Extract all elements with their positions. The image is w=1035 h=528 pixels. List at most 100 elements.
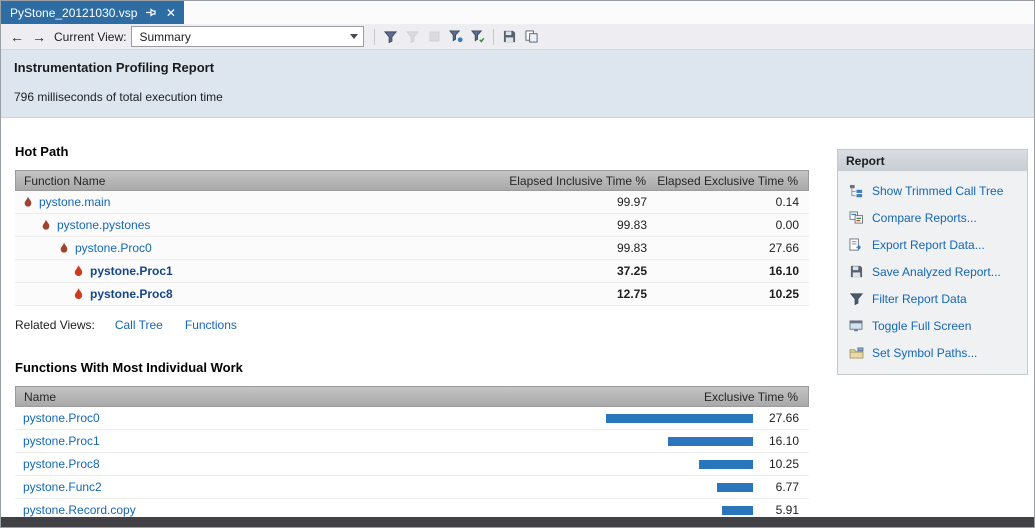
save-icon bbox=[503, 30, 516, 43]
bottom-bar bbox=[1, 517, 1034, 527]
exclusive-value: 0.00 bbox=[775, 218, 799, 232]
export-report-data-link[interactable]: Export Report Data... bbox=[838, 231, 1027, 258]
col-inclusive-time[interactable]: Elapsed Inclusive Time % bbox=[509, 173, 646, 188]
related-link-call-tree[interactable]: Call Tree bbox=[114, 318, 163, 332]
col-exclusive-time[interactable]: Exclusive Time % bbox=[703, 389, 798, 404]
tab-title: PyStone_20121030.vsp bbox=[10, 5, 138, 20]
inclusive-value: 99.83 bbox=[616, 218, 647, 232]
function-link[interactable]: pystone.Proc0 bbox=[75, 241, 152, 255]
table-row: pystone.Proc8 10.25 bbox=[15, 453, 809, 476]
function-link[interactable]: pystone.Func2 bbox=[23, 480, 102, 494]
col-exclusive-time[interactable]: Elapsed Exclusive Time % bbox=[657, 173, 798, 188]
report-panel: Report Show Trimmed Call Tree Compare Re… bbox=[837, 149, 1028, 375]
menu-item-label: Compare Reports... bbox=[872, 210, 977, 225]
flame-icon bbox=[23, 196, 33, 209]
exclusive-value: 0.14 bbox=[775, 195, 799, 209]
exclusive-value: 16.10 bbox=[768, 264, 799, 278]
call-tree-icon bbox=[848, 183, 864, 198]
save-analyzed-report-link[interactable]: Save Analyzed Report... bbox=[838, 258, 1027, 285]
function-link[interactable]: pystone.Proc1 bbox=[90, 264, 173, 278]
filter-icon bbox=[383, 31, 397, 43]
col-name[interactable]: Name bbox=[24, 389, 57, 404]
table-row: pystone.Func2 6.77 bbox=[15, 476, 809, 499]
menu-item-label: Save Analyzed Report... bbox=[872, 264, 1001, 279]
functions-work-title: Functions With Most Individual Work bbox=[15, 360, 243, 375]
view-dropdown[interactable]: Summary bbox=[131, 26, 365, 47]
apply-filter-button[interactable] bbox=[467, 26, 489, 47]
table-row: pystone.Proc0 27.66 bbox=[15, 407, 809, 430]
menu-item-label: Export Report Data... bbox=[872, 237, 985, 252]
table-row: pystone.Proc1 16.10 bbox=[15, 430, 809, 453]
menu-item-label: Filter Report Data bbox=[872, 291, 967, 306]
main-column: Hot Path Function Name Elapsed Inclusive… bbox=[15, 118, 809, 517]
show-filter-icon bbox=[449, 30, 464, 43]
related-link-functions[interactable]: Functions bbox=[184, 318, 237, 332]
inclusive-value: 99.97 bbox=[616, 195, 647, 209]
report-panel-title: Report bbox=[838, 150, 1027, 171]
copy-button[interactable] bbox=[520, 26, 542, 47]
menu-item-label: Toggle Full Screen bbox=[872, 318, 972, 333]
exclusive-value: 27.66 bbox=[768, 241, 799, 255]
content-area: Hot Path Function Name Elapsed Inclusive… bbox=[1, 118, 1034, 517]
back-button[interactable]: ← bbox=[6, 26, 28, 47]
stop-button[interactable] bbox=[423, 26, 445, 47]
close-icon[interactable]: ✕ bbox=[165, 5, 176, 20]
view-dropdown-value: Summary bbox=[139, 29, 191, 44]
col-function-name[interactable]: Function Name bbox=[24, 173, 106, 188]
document-tab[interactable]: PyStone_20121030.vsp ✕ bbox=[1, 1, 185, 24]
filter-report-data-link[interactable]: Filter Report Data bbox=[838, 285, 1027, 312]
table-row: pystone.Proc1 37.25 16.10 bbox=[15, 260, 809, 283]
toolbar-separator bbox=[493, 28, 495, 45]
hot-path-title: Hot Path bbox=[15, 144, 69, 159]
exclusive-value: 27.66 bbox=[768, 411, 799, 425]
report-header-band: Instrumentation Profiling Report 796 mil… bbox=[1, 50, 1034, 118]
function-link[interactable]: pystone.pystones bbox=[57, 218, 151, 232]
exclusive-value: 6.77 bbox=[775, 480, 799, 494]
function-link[interactable]: pystone.Proc0 bbox=[23, 411, 100, 425]
function-link[interactable]: pystone.Proc8 bbox=[90, 287, 173, 301]
save-button[interactable] bbox=[498, 26, 520, 47]
table-row: pystone.Proc0 99.83 27.66 bbox=[15, 237, 809, 260]
time-bar bbox=[717, 482, 753, 492]
show-trimmed-call-tree-link[interactable]: Show Trimmed Call Tree bbox=[838, 177, 1027, 204]
export-data-icon bbox=[848, 237, 864, 252]
function-link[interactable]: pystone.Record.copy bbox=[23, 503, 136, 517]
forward-icon: → bbox=[32, 28, 46, 45]
set-symbol-paths-link[interactable]: Set Symbol Paths... bbox=[838, 339, 1027, 366]
symbol-paths-icon bbox=[848, 345, 864, 360]
show-filter-button[interactable] bbox=[445, 26, 467, 47]
tab-strip: PyStone_20121030.vsp ✕ bbox=[1, 1, 1034, 24]
exclusive-value: 10.25 bbox=[768, 457, 799, 471]
function-link[interactable]: pystone.main bbox=[39, 195, 111, 209]
related-views: Related Views: Call Tree Functions bbox=[15, 318, 809, 332]
time-bar bbox=[699, 459, 753, 469]
functions-table-header: Name Exclusive Time % bbox=[15, 386, 809, 407]
current-view-label: Current View: bbox=[54, 29, 127, 44]
filter-button[interactable] bbox=[379, 26, 401, 47]
back-icon: ← bbox=[10, 28, 24, 45]
inclusive-value: 37.25 bbox=[616, 264, 647, 278]
filter-disabled-icon bbox=[405, 31, 419, 43]
filter-disabled-button[interactable] bbox=[401, 26, 423, 47]
toolbar: ← → Current View: Summary bbox=[1, 24, 1034, 50]
menu-item-label: Set Symbol Paths... bbox=[872, 345, 978, 360]
function-link[interactable]: pystone.Proc8 bbox=[23, 457, 100, 471]
toggle-full-screen-link[interactable]: Toggle Full Screen bbox=[838, 312, 1027, 339]
apply-filter-icon bbox=[471, 30, 485, 43]
pin-icon[interactable] bbox=[144, 6, 157, 19]
full-screen-icon bbox=[848, 318, 864, 333]
table-row: pystone.pystones 99.83 0.00 bbox=[15, 214, 809, 237]
exclusive-value: 16.10 bbox=[768, 434, 799, 448]
page-title: Instrumentation Profiling Report bbox=[14, 60, 215, 75]
exclusive-value: 5.91 bbox=[775, 503, 799, 517]
compare-reports-link[interactable]: Compare Reports... bbox=[838, 204, 1027, 231]
time-bar bbox=[606, 413, 753, 423]
save-report-icon bbox=[848, 264, 864, 279]
toolbar-separator bbox=[374, 28, 376, 45]
forward-button[interactable]: → bbox=[28, 26, 50, 47]
function-link[interactable]: pystone.Proc1 bbox=[23, 434, 100, 448]
flame-icon bbox=[41, 219, 51, 232]
hot-flame-icon bbox=[73, 264, 84, 278]
exclusive-value: 10.25 bbox=[768, 287, 799, 301]
